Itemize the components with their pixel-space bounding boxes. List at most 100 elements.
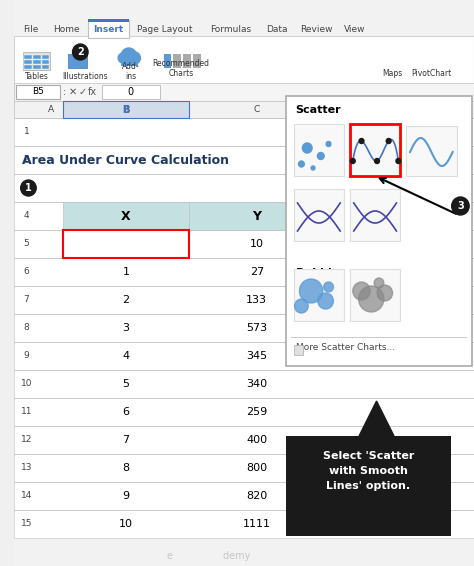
Text: Tables: Tables xyxy=(25,72,49,81)
Bar xyxy=(293,124,344,176)
Text: 8: 8 xyxy=(24,324,29,332)
Bar xyxy=(14,146,474,174)
Text: 4: 4 xyxy=(24,212,29,221)
Circle shape xyxy=(118,53,128,63)
Text: 133: 133 xyxy=(246,295,267,305)
Text: 340: 340 xyxy=(246,379,267,389)
Text: e                demy: e demy xyxy=(167,551,250,561)
Text: 573: 573 xyxy=(246,323,267,333)
Circle shape xyxy=(326,142,331,147)
Text: 12: 12 xyxy=(21,435,32,444)
Circle shape xyxy=(359,139,364,144)
Bar xyxy=(14,146,474,174)
Bar xyxy=(42,55,49,59)
Text: 3: 3 xyxy=(24,183,29,192)
Text: ✕: ✕ xyxy=(68,87,77,97)
Text: ✓: ✓ xyxy=(78,87,86,97)
Bar xyxy=(24,65,32,69)
Text: Y: Y xyxy=(252,209,261,222)
Text: 0: 0 xyxy=(122,239,129,249)
Text: Recommended
Charts: Recommended Charts xyxy=(153,59,210,78)
Text: 345: 345 xyxy=(246,351,267,361)
Circle shape xyxy=(300,279,323,303)
Circle shape xyxy=(318,152,324,160)
Bar xyxy=(14,202,474,230)
Text: 10: 10 xyxy=(250,239,264,249)
Circle shape xyxy=(350,158,355,164)
Text: B5: B5 xyxy=(32,88,44,96)
Circle shape xyxy=(374,278,384,288)
Circle shape xyxy=(396,158,401,164)
Text: Select 'Scatter
with Smooth
Lines' option.: Select 'Scatter with Smooth Lines' optio… xyxy=(323,451,414,491)
Circle shape xyxy=(386,139,391,144)
Bar xyxy=(173,54,181,68)
Circle shape xyxy=(302,143,312,153)
Bar xyxy=(286,96,472,366)
Bar xyxy=(14,426,474,454)
Text: 2: 2 xyxy=(122,295,129,305)
Bar xyxy=(14,83,474,101)
Text: 6: 6 xyxy=(24,268,29,277)
Bar xyxy=(14,426,474,454)
Bar xyxy=(14,482,474,510)
Bar xyxy=(14,202,474,230)
Circle shape xyxy=(73,44,88,60)
Bar xyxy=(14,342,474,370)
Bar xyxy=(293,345,303,355)
Bar xyxy=(14,510,474,538)
Bar xyxy=(88,20,129,38)
Circle shape xyxy=(377,285,392,301)
Text: 15: 15 xyxy=(21,520,32,529)
Text: 820: 820 xyxy=(246,491,267,501)
Text: C: C xyxy=(254,105,260,114)
Text: 1: 1 xyxy=(122,267,129,277)
Text: 3: 3 xyxy=(122,323,129,333)
Text: 5: 5 xyxy=(24,239,29,248)
Text: X: X xyxy=(121,209,131,222)
Bar xyxy=(14,230,474,258)
Bar xyxy=(14,398,474,426)
Bar xyxy=(14,0,474,46)
Bar xyxy=(14,314,474,342)
Bar xyxy=(23,52,50,70)
Text: Bubble: Bubble xyxy=(296,268,339,278)
Bar xyxy=(63,202,189,230)
Circle shape xyxy=(324,282,333,292)
Bar xyxy=(286,436,451,536)
Text: 800: 800 xyxy=(246,463,267,473)
Text: B: B xyxy=(122,105,129,115)
Bar xyxy=(164,54,172,68)
Bar xyxy=(24,60,32,64)
Bar xyxy=(14,286,474,314)
Text: 11: 11 xyxy=(21,408,32,417)
Text: 1111: 1111 xyxy=(243,519,271,529)
Bar xyxy=(42,65,49,69)
Bar xyxy=(406,126,456,176)
Text: 27: 27 xyxy=(250,267,264,277)
Bar xyxy=(33,65,41,69)
Text: 9: 9 xyxy=(24,351,29,361)
Text: 8: 8 xyxy=(122,463,129,473)
Circle shape xyxy=(121,48,137,64)
Bar xyxy=(189,202,325,230)
Bar xyxy=(350,189,401,241)
Bar xyxy=(42,60,49,64)
Bar xyxy=(33,55,41,59)
Bar xyxy=(14,510,474,538)
Bar xyxy=(24,55,32,59)
Bar xyxy=(14,454,474,482)
Circle shape xyxy=(318,293,333,309)
Text: Data: Data xyxy=(266,24,288,33)
Bar xyxy=(14,482,474,510)
Circle shape xyxy=(21,180,36,196)
Bar xyxy=(14,101,474,118)
Bar xyxy=(19,42,56,82)
Text: Illustrations: Illustrations xyxy=(63,72,108,81)
Bar xyxy=(113,42,148,82)
Bar xyxy=(14,454,474,482)
Text: 10: 10 xyxy=(119,519,133,529)
Text: Review: Review xyxy=(300,24,333,33)
Bar xyxy=(193,54,201,68)
Circle shape xyxy=(353,282,370,300)
Bar xyxy=(14,118,474,146)
